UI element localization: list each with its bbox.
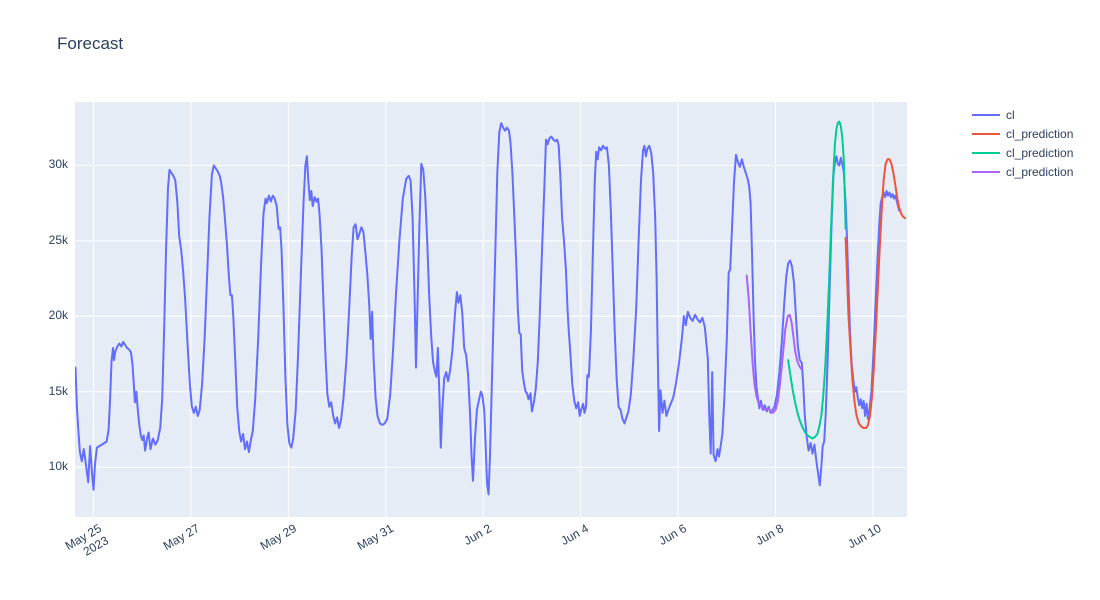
legend-item-cl_prediction[interactable]: cl_prediction [972,124,1073,143]
series-line-cl_prediction[interactable] [787,120,847,440]
legend-swatch-line [972,113,1000,116]
series-line-cl_prediction[interactable] [844,158,907,429]
legend-item-cl_prediction[interactable]: cl_prediction [972,143,1073,162]
y-tick-label: 10k [48,459,68,474]
y-tick-label: 15k [48,383,68,398]
y-tick-label: 25k [48,232,68,247]
chart-title: Forecast [57,34,124,53]
legend-label: cl_prediction [1006,145,1074,160]
legend: cl cl_prediction cl_prediction cl_predictio… [972,105,1073,181]
plot-area[interactable] [75,102,907,517]
x-tick-label: May 27 [160,521,202,553]
legend-swatch-line [972,151,1000,154]
x-tick-label: Jun 8 [753,521,786,548]
x-tick-label: May 29 [257,521,299,553]
legend-swatch-line [972,132,1000,135]
y-tick-label: 20k [48,308,68,323]
legend-item-cl_prediction[interactable]: cl_prediction [972,162,1073,181]
legend-item-cl[interactable]: cl [972,105,1073,124]
x-tick-label: Jun 2 [461,521,494,548]
legend-label: cl_prediction [1006,164,1074,179]
x-tick-label: Jun 4 [558,521,592,548]
series-line-cl_prediction[interactable] [745,274,803,414]
x-tick-label: Jun 10 [845,521,884,552]
legend-label: cl [1006,107,1015,122]
x-tick-label: May 31 [355,521,397,553]
legend-label: cl_prediction [1006,126,1074,141]
x-tick-label: Jun 6 [656,521,689,548]
x-tick-label: May 25 2023 [62,521,111,559]
legend-swatch-line [972,170,1000,173]
series-line-cl[interactable] [75,122,901,496]
y-tick-label: 30k [48,157,68,172]
plot-svg[interactable] [75,102,907,517]
